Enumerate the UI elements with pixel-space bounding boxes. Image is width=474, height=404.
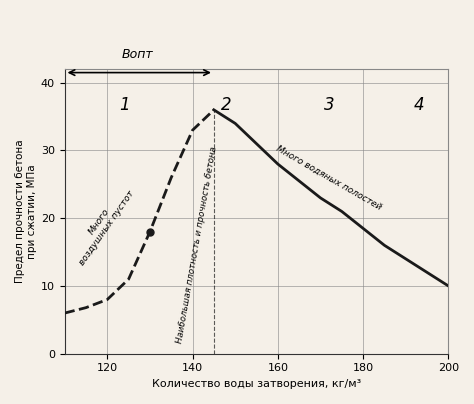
Text: Много водяных полостей: Много водяных полостей [275,144,383,212]
Y-axis label: Предел прочности бетона
при сжатии, МПа: Предел прочности бетона при сжатии, МПа [15,140,36,283]
Text: 4: 4 [413,96,424,114]
Text: 3: 3 [324,96,334,114]
Text: Наибольшая плотность и прочность бетона: Наибольшая плотность и прочность бетона [175,146,219,345]
Text: 1: 1 [119,96,129,114]
Text: Много
воздушных пустот: Много воздушных пустот [70,183,137,267]
Text: 2: 2 [221,96,232,114]
Text: Вопт: Вопт [121,48,153,61]
X-axis label: Количество воды затворения, кг/м³: Количество воды затворения, кг/м³ [152,379,361,389]
